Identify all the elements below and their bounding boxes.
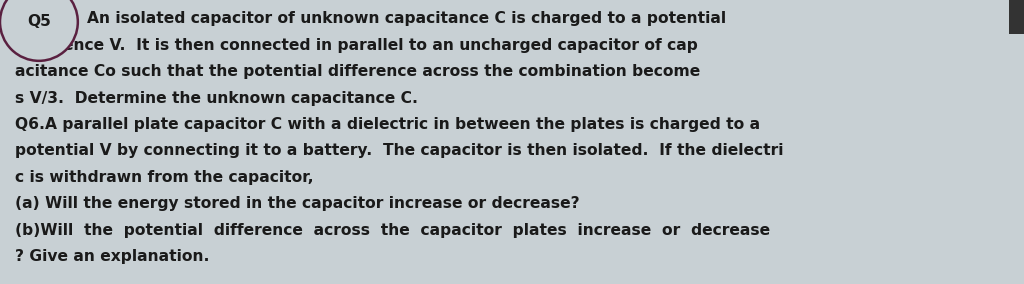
Text: acitance Co such that the potential difference across the combination become: acitance Co such that the potential diff… bbox=[15, 64, 700, 79]
Text: potential V by connecting it to a battery.  The capacitor is then isolated.  If : potential V by connecting it to a batter… bbox=[15, 143, 783, 158]
Text: An isolated capacitor of unknown capacitance C is charged to a potential: An isolated capacitor of unknown capacit… bbox=[87, 11, 726, 26]
Text: difference V.  It is then connected in parallel to an uncharged capacitor of cap: difference V. It is then connected in pa… bbox=[15, 38, 698, 53]
Ellipse shape bbox=[0, 0, 78, 61]
Text: (a) Will the energy stored in the capacitor increase or decrease?: (a) Will the energy stored in the capaci… bbox=[15, 196, 580, 211]
Text: Q5: Q5 bbox=[27, 14, 51, 30]
Text: (b)Will  the  potential  difference  across  the  capacitor  plates  increase  o: (b)Will the potential difference across … bbox=[15, 223, 770, 238]
Text: Q6.A parallel plate capacitor C with a dielectric in between the plates is charg: Q6.A parallel plate capacitor C with a d… bbox=[15, 117, 761, 132]
Bar bbox=[1009, 0, 1024, 34]
Text: c is withdrawn from the capacitor,: c is withdrawn from the capacitor, bbox=[15, 170, 314, 185]
Text: s V/3.  Determine the unknown capacitance C.: s V/3. Determine the unknown capacitance… bbox=[15, 91, 419, 106]
Text: ? Give an explanation.: ? Give an explanation. bbox=[15, 249, 210, 264]
